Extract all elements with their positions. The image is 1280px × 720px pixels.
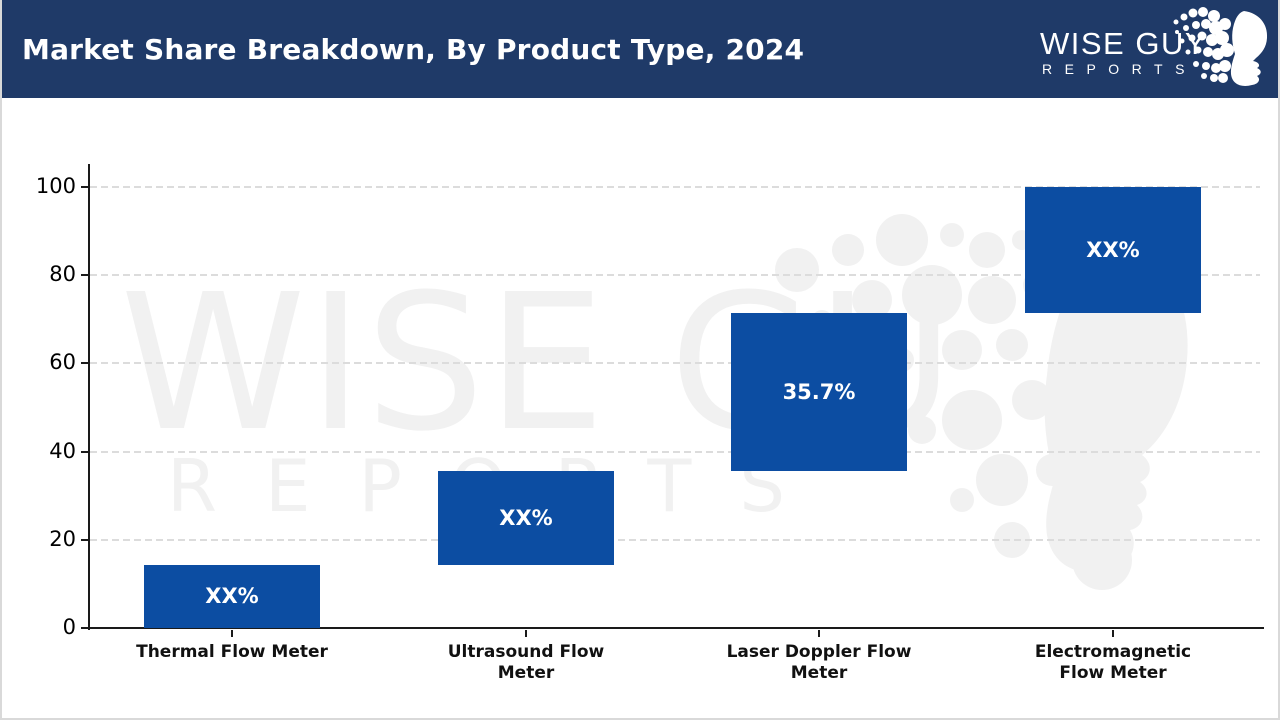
y-tick-mark xyxy=(81,186,90,188)
y-tick-mark xyxy=(81,362,90,365)
y-tick-label: 100 xyxy=(35,174,76,198)
bar-value-label: XX% xyxy=(1086,238,1140,263)
gridline xyxy=(90,538,1260,541)
y-axis xyxy=(88,164,90,630)
y-tick-mark xyxy=(81,538,90,541)
bar-segment: XX% xyxy=(438,470,614,565)
bar-segment: XX% xyxy=(144,564,320,628)
x-tick-mark xyxy=(231,630,233,637)
logo-face-profile-icon xyxy=(1230,11,1268,86)
chart-title: Market Share Breakdown, By Product Type,… xyxy=(22,32,805,66)
y-tick-mark xyxy=(81,450,90,453)
x-tick-mark xyxy=(525,630,527,637)
logo-face-dots-icon xyxy=(1173,7,1234,83)
gridline xyxy=(90,186,1260,188)
y-tick-label: 40 xyxy=(49,438,76,463)
x-axis xyxy=(88,627,1264,629)
x-category-label: Ultrasound Flow Meter xyxy=(447,642,605,684)
x-category-label: Electromagnetic Flow Meter xyxy=(1034,642,1192,684)
header-bar: Market Share Breakdown, By Product Type,… xyxy=(2,0,1278,98)
bar-value-label: XX% xyxy=(205,584,259,609)
bar-value-label: 35.7% xyxy=(782,379,856,404)
y-tick-label: 0 xyxy=(62,615,76,639)
y-tick-label: 60 xyxy=(49,350,76,375)
y-tick-mark xyxy=(81,274,90,277)
x-category-label: Thermal Flow Meter xyxy=(136,642,328,662)
bar-segment: 35.7% xyxy=(731,313,907,471)
x-tick-mark xyxy=(818,630,820,637)
y-tick-label: 80 xyxy=(49,262,76,287)
gridline xyxy=(90,274,1260,277)
bar-segment: XX% xyxy=(1025,187,1201,314)
x-tick-mark xyxy=(1112,630,1114,637)
gridline xyxy=(90,450,1260,453)
y-tick-mark xyxy=(81,627,90,629)
x-category-label: Laser Doppler Flow Meter xyxy=(726,642,912,684)
wise-guy-logo: WISE GUY REPORTS xyxy=(1026,4,1276,94)
bar-value-label: XX% xyxy=(499,505,553,530)
gridline xyxy=(90,362,1260,365)
y-tick-label: 20 xyxy=(49,526,76,551)
logo-subtext: REPORTS xyxy=(1042,61,1197,77)
